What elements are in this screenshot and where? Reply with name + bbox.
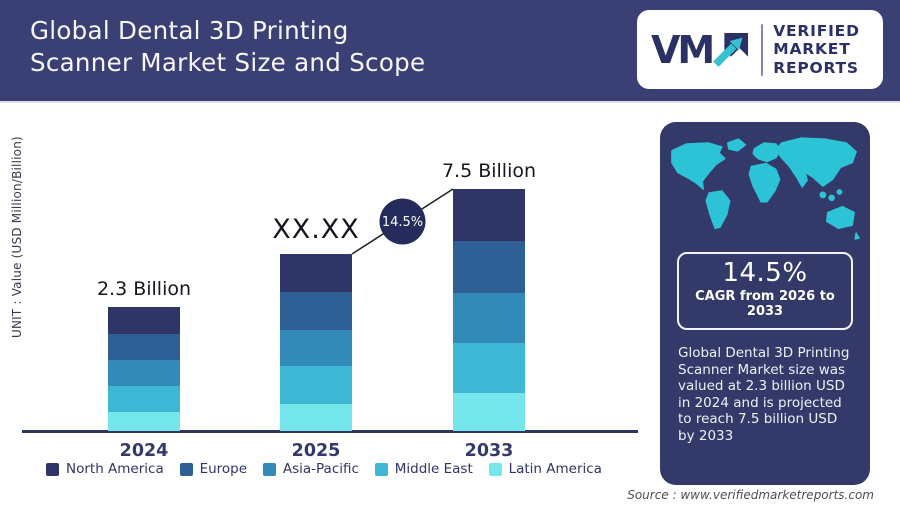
cagr-value: 14.5%: [722, 258, 808, 288]
page-title-line2: Scanner Market Size and Scope: [30, 48, 426, 77]
page-title-line1: Global Dental 3D Printing: [30, 16, 349, 45]
bar-segment-north-america: [108, 307, 180, 334]
legend-label-north-america: North America: [66, 461, 164, 477]
source-attribution: Source : www.verifiedmarketreports.com: [627, 488, 874, 502]
legend-item-north-america: North America: [46, 461, 164, 477]
legend-label-latin-america: Latin America: [508, 461, 602, 477]
page-title: Global Dental 3D Printing Scanner Market…: [30, 15, 425, 79]
info-sidebar: 14.5% CAGR from 2026 to 2033 Global Dent…: [660, 122, 870, 485]
x-axis-tick-2024: 2024: [119, 441, 169, 461]
vmr-logo: VM VERIFIED MARKET REPORTS: [637, 10, 883, 89]
logo-divider: [761, 23, 764, 76]
bar-segment-latin-america: [453, 393, 525, 431]
legend-label-middle-east: Middle East: [394, 461, 473, 477]
legend-item-latin-america: Latin America: [488, 461, 602, 477]
stacked-bar-2024: [108, 307, 180, 431]
bar-value-label-2025: XX.XX: [272, 214, 360, 245]
bar-segment-north-america: [453, 189, 525, 242]
bar-segment-middle-east: [108, 385, 180, 412]
market-summary-text: Global Dental 3D Printing Scanner Market…: [678, 345, 850, 444]
legend-item-europe: Europe: [179, 461, 248, 477]
cagr-box: 14.5% CAGR from 2026 to 2033: [677, 252, 853, 330]
chart-legend: North America Europe Asia-Pacific Middle Ea…: [46, 461, 602, 477]
bar-segment-europe: [108, 333, 180, 361]
bar-segment-middle-east: [453, 342, 525, 394]
stacked-bar-2033: [453, 189, 525, 431]
bar-segment-europe: [280, 292, 352, 331]
bar-segment-north-america: [280, 254, 352, 293]
brand-line-market: MARKET: [773, 40, 851, 59]
bar-value-label-2033: 7.5 Billion: [441, 160, 537, 182]
bar-segment-europe: [453, 241, 525, 294]
bar-segment-middle-east: [280, 366, 352, 404]
stacked-bar-2025: [280, 254, 352, 432]
brand-name: VERIFIED MARKET REPORTS: [773, 22, 860, 78]
x-axis-tick-2025: 2025: [291, 441, 341, 461]
legend-label-europe: Europe: [199, 461, 248, 477]
header-banner: Global Dental 3D Printing Scanner Market…: [0, 0, 900, 103]
bar-segment-latin-america: [108, 411, 180, 431]
bar-segment-asia-pacific: [453, 293, 525, 343]
vmr-arrow-icon: [713, 32, 749, 67]
legend-swatch-asia-pacific: [262, 462, 276, 476]
legend-swatch-latin-america: [488, 462, 502, 476]
bar-value-label-2024: 2.3 Billion: [96, 278, 192, 300]
bar-segment-latin-america: [280, 403, 352, 432]
world-map-graphic: [671, 137, 860, 240]
brand-line-verified: VERIFIED: [773, 21, 860, 40]
cagr-caption: CAGR from 2026 to 2033: [695, 289, 835, 319]
x-axis-tick-2033: 2033: [464, 441, 514, 461]
legend-swatch-middle-east: [374, 462, 388, 476]
vmr-logo-letters: VM: [651, 27, 715, 72]
legend-label-asia-pacific: Asia-Pacific: [282, 461, 359, 477]
legend-swatch-europe: [179, 462, 193, 476]
legend-item-middle-east: Middle East: [374, 461, 473, 477]
x-axis-line: [22, 430, 638, 433]
legend-item-asia-pacific: Asia-Pacific: [262, 461, 359, 477]
bar-segment-asia-pacific: [108, 360, 180, 386]
legend-swatch-north-america: [46, 462, 59, 476]
brand-line-reports: REPORTS: [773, 58, 859, 77]
bar-segment-asia-pacific: [280, 330, 352, 367]
